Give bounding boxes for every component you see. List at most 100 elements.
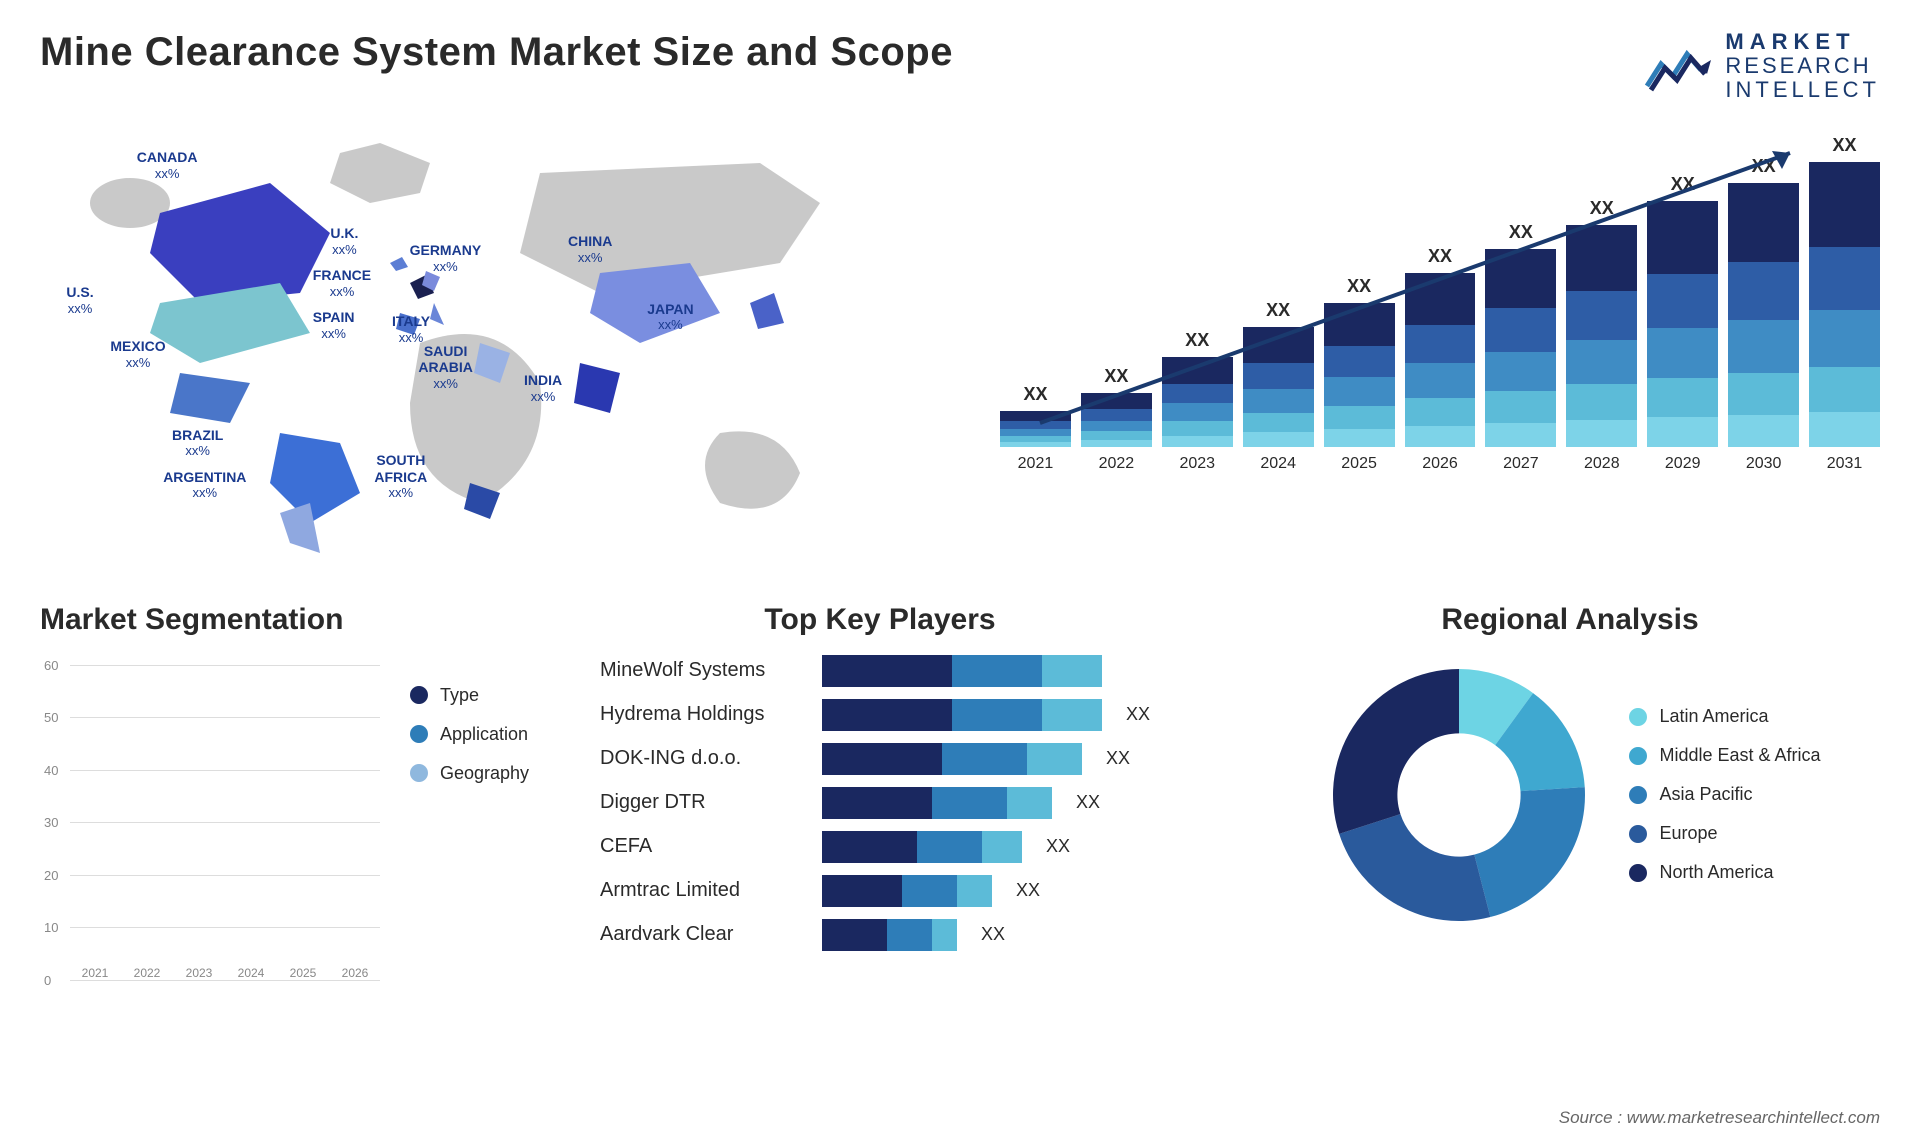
growth-value-label: XX [1185, 330, 1209, 351]
players-list: MineWolf Systems Hydrema Holdings XX DOK-IN… [600, 655, 1220, 951]
growth-year-label: 2023 [1179, 455, 1215, 473]
growth-bar-column: XX 2028 [1566, 198, 1637, 473]
growth-year-label: 2021 [1018, 455, 1054, 473]
growth-value-label: XX [1023, 384, 1047, 405]
growth-year-label: 2027 [1503, 455, 1539, 473]
player-value-label: XX [981, 924, 1005, 945]
seg-y-tick: 20 [44, 868, 58, 883]
player-name-label: MineWolf Systems [600, 659, 810, 682]
growth-chart-panel: XX2021XX2022XX2023XX2024XX2025XX2026XX20… [980, 133, 1880, 553]
segmentation-title: Market Segmentation [40, 603, 560, 637]
donut-slice [1475, 787, 1586, 917]
player-name-label: CEFA [600, 835, 810, 858]
map-country-label: ITALYxx% [392, 313, 430, 345]
seg-bar-column: 2025 [283, 960, 323, 980]
seg-year-label: 2022 [134, 966, 161, 980]
seg-y-tick: 60 [44, 658, 58, 673]
seg-y-tick: 0 [44, 973, 51, 988]
growth-year-label: 2031 [1827, 455, 1863, 473]
player-value-label: XX [1126, 704, 1150, 725]
seg-bar-column: 2026 [335, 960, 375, 980]
growth-year-label: 2024 [1260, 455, 1296, 473]
player-name-label: DOK-ING d.o.o. [600, 747, 810, 770]
seg-y-tick: 50 [44, 710, 58, 725]
seg-year-label: 2024 [238, 966, 265, 980]
players-title: Top Key Players [540, 603, 1220, 637]
map-country-label: U.S.xx% [66, 284, 93, 316]
growth-bar-column: XX 2030 [1728, 156, 1799, 473]
player-value-label: XX [1106, 748, 1130, 769]
seg-legend-item: Geography [410, 763, 529, 784]
map-country-label: CANADAxx% [137, 149, 198, 181]
growth-value-label: XX [1833, 135, 1857, 156]
player-row: Hydrema Holdings XX [600, 699, 1220, 731]
page-title: Mine Clearance System Market Size and Sc… [40, 30, 953, 75]
growth-year-label: 2030 [1746, 455, 1782, 473]
seg-year-label: 2023 [186, 966, 213, 980]
regional-legend-item: Middle East & Africa [1629, 745, 1820, 766]
regional-legend: Latin AmericaMiddle East & AfricaAsia Pa… [1629, 706, 1820, 883]
seg-legend-item: Type [410, 685, 529, 706]
player-row: Aardvark ClearXX [600, 919, 1220, 951]
seg-bar-column: 2021 [75, 960, 115, 980]
segmentation-legend: Type Application Geography [410, 655, 529, 1005]
player-value-label: XX [1076, 792, 1100, 813]
growth-value-label: XX [1671, 174, 1695, 195]
map-country-label: SOUTHAFRICAxx% [374, 452, 427, 501]
seg-year-label: 2025 [290, 966, 317, 980]
player-value-label: XX [1046, 836, 1070, 857]
map-country-label: SAUDIARABIAxx% [418, 343, 472, 392]
seg-y-tick: 10 [44, 920, 58, 935]
seg-bar-column: 2022 [127, 960, 167, 980]
map-country-label: INDIAxx% [524, 372, 562, 404]
segmentation-panel: Market Segmentation 01020304050602021202… [40, 603, 560, 1043]
growth-bar-column: XX 2024 [1243, 300, 1314, 473]
growth-year-label: 2026 [1422, 455, 1458, 473]
growth-value-label: XX [1590, 198, 1614, 219]
player-row: CEFA XX [600, 831, 1220, 863]
regional-donut [1319, 655, 1599, 935]
growth-value-label: XX [1347, 276, 1371, 297]
growth-bar-column: XX 2021 [1000, 384, 1071, 473]
growth-bar-column: XX 2026 [1405, 246, 1476, 473]
growth-value-label: XX [1266, 300, 1290, 321]
map-country-label: SPAINxx% [313, 309, 355, 341]
brand-logo: MARKET RESEARCH INTELLECT [1643, 30, 1880, 103]
growth-year-label: 2025 [1341, 455, 1377, 473]
seg-legend-item: Application [410, 724, 529, 745]
regional-legend-item: North America [1629, 862, 1820, 883]
map-country-label: MEXICOxx% [110, 338, 165, 370]
logo-icon [1643, 36, 1713, 96]
player-name-label: Hydrema Holdings [600, 703, 810, 726]
growth-year-label: 2028 [1584, 455, 1620, 473]
regional-legend-item: Europe [1629, 823, 1820, 844]
players-panel: Top Key Players MineWolf SystemsHydrema … [600, 603, 1220, 1043]
growth-value-label: XX [1104, 366, 1128, 387]
map-country-label: FRANCExx% [313, 267, 371, 299]
regional-legend-item: Asia Pacific [1629, 784, 1820, 805]
growth-bar-column: XX2027 [1485, 222, 1556, 473]
map-country-label: CHINAxx% [568, 233, 612, 265]
world-map-panel: CANADAxx%U.S.xx%MEXICOxx%BRAZILxx%ARGENT… [40, 133, 920, 553]
player-name-label: Armtrac Limited [600, 879, 810, 902]
seg-y-tick: 30 [44, 815, 58, 830]
donut-slice [1340, 814, 1491, 921]
map-country-label: U.K.xx% [330, 225, 358, 257]
growth-bar-column: XX 2025 [1324, 276, 1395, 473]
growth-year-label: 2022 [1099, 455, 1135, 473]
growth-value-label: XX [1752, 156, 1776, 177]
growth-value-label: XX [1428, 246, 1452, 267]
logo-line-1: MARKET [1725, 30, 1880, 54]
logo-line-2: RESEARCH [1725, 54, 1880, 78]
growth-bar-column: XX 2023 [1162, 330, 1233, 473]
segmentation-chart: 0102030405060202120222023202420252026 [40, 655, 380, 1005]
growth-year-label: 2029 [1665, 455, 1701, 473]
source-attribution: Source : www.marketresearchintellect.com [1559, 1108, 1880, 1128]
map-country-label: GERMANYxx% [410, 242, 482, 274]
map-country-label: BRAZILxx% [172, 427, 223, 459]
growth-bar-column: XX 2022 [1081, 366, 1152, 473]
growth-bar-column: XX 2031 [1809, 135, 1880, 473]
seg-bar-column: 2023 [179, 960, 219, 980]
seg-year-label: 2021 [82, 966, 109, 980]
player-row: Digger DTRXX [600, 787, 1220, 819]
